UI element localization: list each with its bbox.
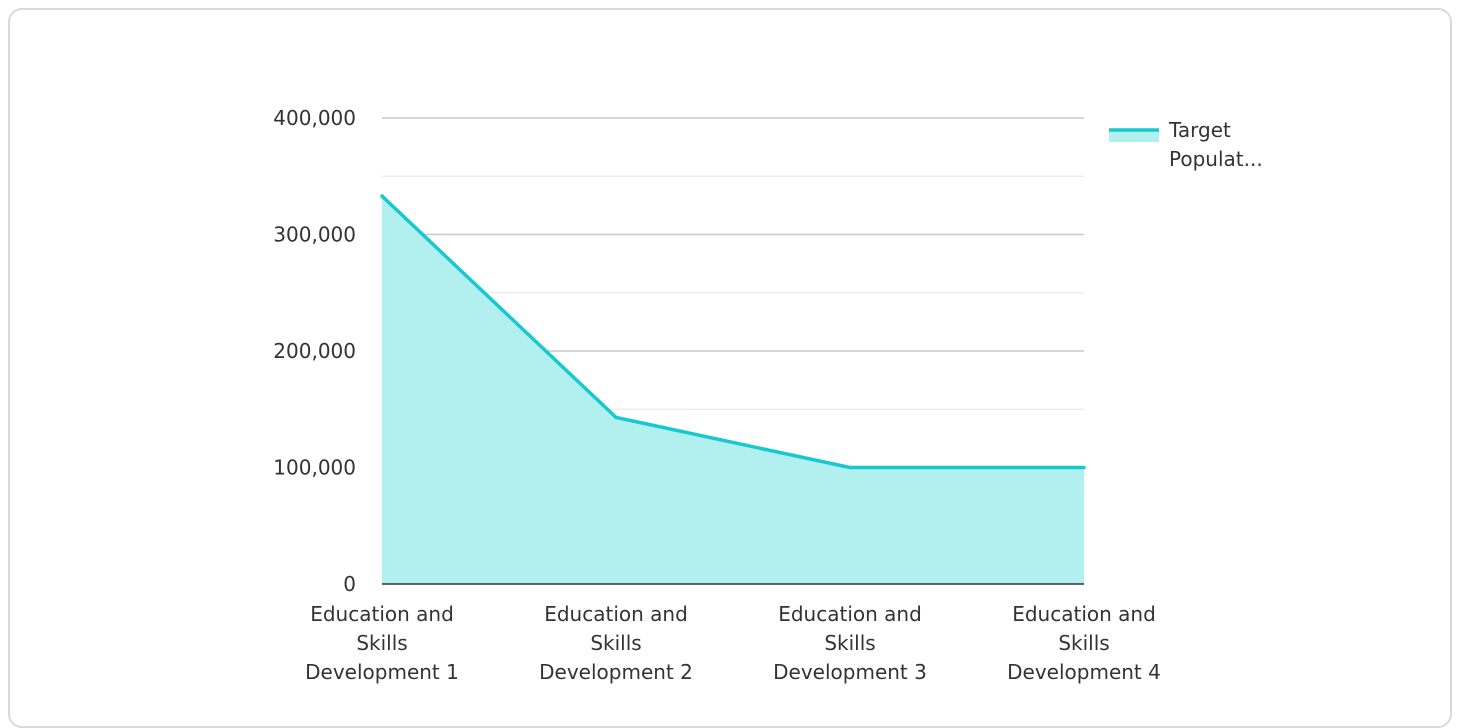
x-tick-label-3: Education and Skills Development 3 [773,602,927,684]
y-tick-label: 100,000 [273,456,356,480]
data-point-1[interactable] [380,194,384,198]
series-area-fill [382,196,1084,584]
x-tick-label-2: Education and Skills Development 2 [539,602,693,684]
y-tick-label: 0 [343,572,356,596]
x-tick-label-1: Education and Skills Development 1 [305,602,459,684]
data-point-3[interactable] [848,465,852,470]
x-tick-label-4: Education and Skills Development 4 [1007,602,1161,684]
area-layer [380,194,1086,584]
legend-swatch-fill [1109,130,1159,142]
y-tick-label: 300,000 [273,223,356,247]
data-point-2[interactable] [614,415,618,420]
series-line[interactable] [380,194,1084,470]
y-tick-label: 400,000 [273,106,356,130]
area-chart: 0 100,000 200,000 300,000 400,000 Education … [273,106,1263,684]
chart-card [8,8,1452,728]
legend-label: Target Populat... [1168,118,1263,171]
x-axis: Education and Skills Development 1 Educatio… [305,583,1161,684]
y-tick-label: 200,000 [273,339,356,363]
legend[interactable]: Target Populat... [1109,118,1263,171]
y-axis: 0 100,000 200,000 300,000 400,000 [273,106,356,596]
data-point-4[interactable] [1082,465,1086,470]
